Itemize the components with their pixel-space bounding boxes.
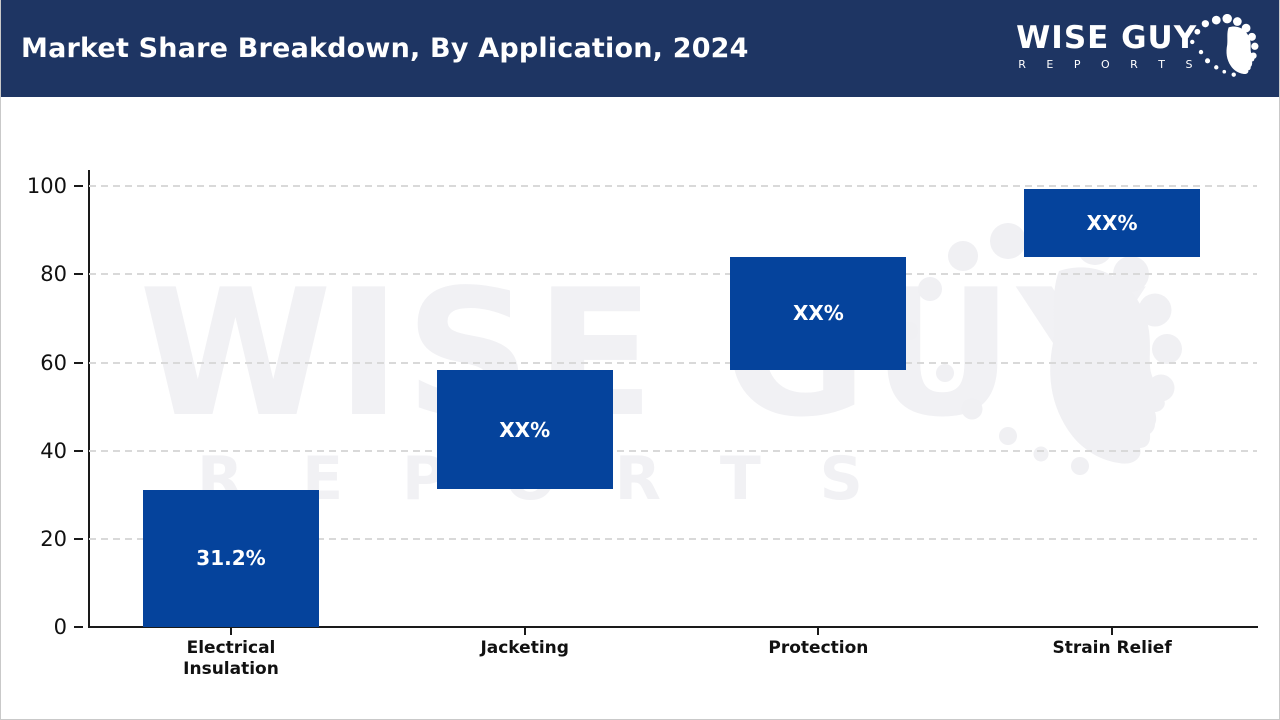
y-tick-mark-100	[74, 185, 83, 188]
y-tick-label-100: 100	[26, 174, 67, 199]
bar-2	[730, 256, 907, 371]
header-bar: Market Share Breakdown, By Application, …	[1, 0, 1279, 97]
page-title: Market Share Breakdown, By Application, …	[21, 33, 749, 64]
brand-logo: WISE GUY R E P O R T S	[1012, 14, 1265, 80]
y-tick-label-40: 40	[40, 438, 67, 463]
gridline-y-100	[89, 185, 1257, 188]
bar-value-label-0: 31.2%	[196, 546, 266, 571]
bar-1	[436, 370, 613, 490]
bar-0	[143, 489, 319, 627]
y-tick-label-80: 80	[40, 262, 67, 287]
brand-logo-text: WISE GUY R E P O R T S	[1012, 20, 1201, 72]
y-tick-mark-20	[74, 537, 83, 540]
brand-head-icon	[1185, 14, 1265, 80]
y-tick-label-20: 20	[40, 526, 67, 551]
y-tick-mark-0	[74, 626, 83, 628]
x-tick-mark-2	[817, 628, 820, 635]
y-axis-line	[88, 170, 90, 628]
x-tick-mark-3	[1111, 628, 1114, 635]
bar-3	[1024, 188, 1201, 257]
chart-plot-area: WISE GUY R E P O R T S 02040608010031.2%…	[1, 97, 1279, 719]
x-category-label-2: Protection	[768, 638, 869, 658]
x-category-label-3: Strain Relief	[1052, 638, 1172, 658]
gridline-y-40	[89, 449, 1257, 452]
watermark-head-icon	[879, 217, 1209, 487]
brand-subtext: R E P O R T S	[1018, 58, 1201, 71]
y-tick-label-60: 60	[40, 350, 67, 375]
bar-value-label-2: XX%	[792, 301, 844, 326]
gridline-y-20	[89, 537, 1257, 540]
x-category-label-0: Electrical Insulation	[183, 638, 279, 679]
x-tick-mark-1	[523, 628, 526, 635]
x-tick-mark-0	[230, 628, 232, 635]
watermark-wordmark: WISE GUY	[139, 253, 1149, 456]
gridline-y-80	[89, 273, 1257, 276]
y-tick-label-0: 0	[53, 615, 67, 639]
y-tick-mark-80	[74, 273, 83, 276]
bar-value-label-3: XX%	[1086, 210, 1138, 235]
x-category-label-1: Jacketing	[480, 638, 569, 658]
bar-value-label-1: XX%	[499, 417, 551, 442]
gridline-y-60	[89, 361, 1257, 364]
x-axis-line	[88, 626, 1258, 628]
brand-wordmark: WISE GUY	[1016, 20, 1198, 56]
y-tick-mark-40	[74, 449, 83, 452]
y-tick-mark-60	[74, 361, 83, 364]
